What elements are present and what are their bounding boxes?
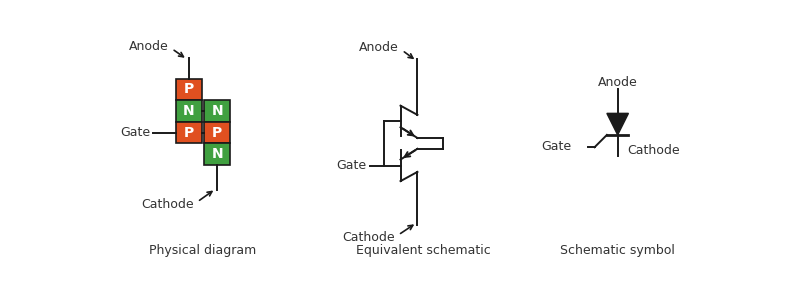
Bar <box>204 143 230 165</box>
Text: N: N <box>211 147 223 161</box>
Text: Physical diagram: Physical diagram <box>149 244 256 257</box>
Bar <box>176 100 202 122</box>
Text: Anode: Anode <box>359 41 399 54</box>
Text: Gate: Gate <box>336 159 366 172</box>
Text: Anode: Anode <box>129 40 169 53</box>
Text: Cathode: Cathode <box>343 231 395 244</box>
Text: P: P <box>212 126 222 140</box>
Bar <box>176 122 202 143</box>
Text: Schematic symbol: Schematic symbol <box>560 244 675 257</box>
Text: Equivalent schematic: Equivalent schematic <box>356 244 491 257</box>
Bar <box>176 79 202 100</box>
Text: N: N <box>211 104 223 118</box>
Text: Cathode: Cathode <box>627 144 680 157</box>
Polygon shape <box>607 113 629 135</box>
Text: Anode: Anode <box>598 76 637 89</box>
Bar <box>204 122 230 143</box>
Text: Cathode: Cathode <box>141 198 194 211</box>
Text: P: P <box>184 82 194 96</box>
Text: Gate: Gate <box>542 140 571 153</box>
Text: N: N <box>183 104 195 118</box>
Bar <box>204 100 230 122</box>
Text: P: P <box>184 126 194 140</box>
Text: Gate: Gate <box>120 126 150 139</box>
